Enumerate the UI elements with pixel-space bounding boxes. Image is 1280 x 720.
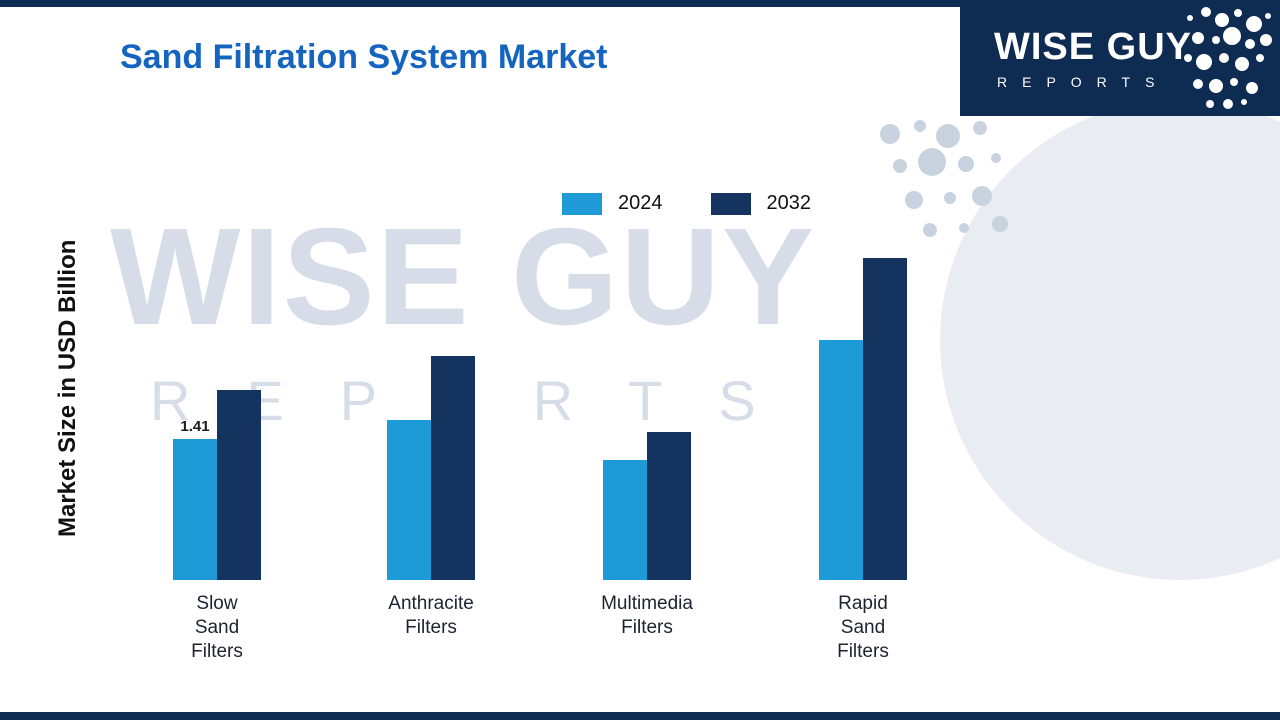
legend-item-2024: 2024: [562, 192, 663, 215]
bar-group-rapid-sand-filters: Rapid Sand Filters: [818, 240, 907, 663]
bars-rapid-sand-filters: [818, 240, 907, 580]
logo-subtitle: REPORTS: [997, 74, 1170, 90]
category-label-multimedia-filters: Multimedia Filters: [601, 593, 693, 638]
bar-2032-anthracite-filters: [431, 356, 476, 580]
category-label-slow-sand-filters: Slow Sand Filters: [191, 593, 243, 662]
logo: WISE GUY REPORTS: [960, 0, 1280, 116]
bars-slow-sand-filters: 1.41: [173, 240, 262, 580]
bottom-accent-bar: [0, 712, 1280, 720]
bar-2032-slow-sand-filters: [217, 390, 262, 580]
legend-swatch-2032: [710, 192, 751, 215]
bar-value-label: 1.41: [180, 418, 210, 435]
legend-label-2024: 2024: [618, 192, 663, 214]
legend-swatch-2024: [562, 192, 602, 215]
bar-groups: 1.41 Slow Sand Filters Anthracite Filters Mult…: [110, 240, 970, 663]
logo-head-dots-icon: [1184, 7, 1272, 109]
bars-multimedia-filters: [603, 240, 692, 580]
y-axis-label: Market Size in USD Billion: [54, 239, 81, 537]
bar-2032-multimedia-filters: [647, 432, 692, 580]
bar-2024-rapid-sand-filters: [818, 340, 863, 580]
category-label-rapid-sand-filters: Rapid Sand Filters: [837, 593, 889, 662]
bar-chart: 1.41 Slow Sand Filters Anthracite Filters Mult…: [110, 240, 970, 663]
bar-2032-rapid-sand-filters: [862, 258, 907, 580]
decorative-dots-icon: [880, 120, 1008, 237]
bar-2024-slow-sand-filters: 1.41: [173, 418, 218, 580]
watermark-wordmark: WISE GUY: [110, 200, 817, 354]
bar-2024-multimedia-filters: [603, 460, 648, 580]
chart-title: Sand Filtration System Market: [120, 38, 608, 76]
legend-label-2032: 2032: [766, 192, 812, 214]
legend: 2024 2032: [562, 192, 811, 215]
logo-wordmark: WISE GUY: [994, 26, 1193, 68]
bar-group-multimedia-filters: Multimedia Filters: [601, 240, 693, 663]
bars-anthracite-filters: [387, 240, 476, 580]
bar-2024-anthracite-filters: [387, 420, 432, 580]
top-accent-bar: [0, 0, 1280, 7]
category-label-anthracite-filters: Anthracite Filters: [388, 593, 474, 638]
legend-item-2032: 2032: [710, 192, 812, 215]
bar-group-slow-sand-filters: 1.41 Slow Sand Filters: [173, 240, 262, 663]
bar-group-anthracite-filters: Anthracite Filters: [387, 240, 476, 663]
